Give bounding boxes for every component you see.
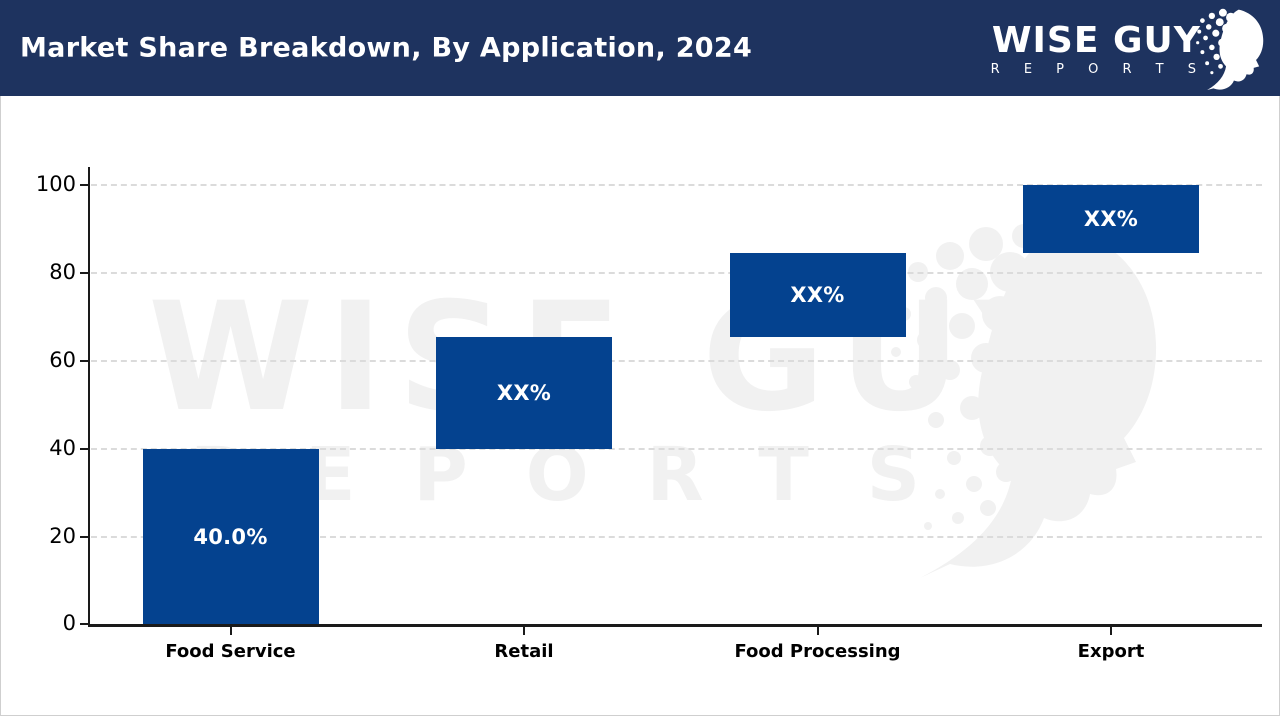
y-axis-tick-label: 60 (49, 347, 76, 372)
x-axis-tick (523, 627, 525, 635)
gridline (91, 272, 1262, 275)
y-axis-tick-label: 0 (62, 611, 76, 636)
brand-head-icon (1196, 8, 1264, 90)
gridline (91, 359, 1262, 362)
y-axis-tick (80, 272, 88, 275)
gridline (91, 535, 1262, 538)
x-axis-tick (816, 627, 819, 635)
brand-reports-label: R E P O R T S (990, 61, 1206, 77)
y-axis-tick-label: 80 (49, 260, 76, 285)
bar-segment: XX% (729, 253, 906, 337)
y-axis-tick (80, 535, 88, 538)
bar-segment: XX% (1023, 185, 1199, 254)
y-axis-tick (80, 359, 88, 362)
y-axis-tick (80, 184, 88, 187)
y-axis-tick-label: 40 (49, 435, 76, 460)
y-axis-line (88, 167, 90, 627)
x-axis-line (88, 624, 1262, 627)
x-axis-tick (229, 627, 232, 635)
header-bar: Market Share Breakdown, By Application, … (0, 0, 1280, 96)
x-axis-category-label: Export (1077, 641, 1145, 662)
y-axis-tick (80, 623, 88, 626)
x-axis-category-label: Retail (494, 641, 554, 662)
y-axis-tick-label: 20 (49, 523, 76, 548)
brand-logo-text: WISE GUY R E P O R T S (987, 19, 1206, 77)
y-axis-tick (80, 447, 88, 450)
bar-segment: XX% (436, 336, 612, 449)
bar-segment: 40.0% (142, 448, 319, 625)
bar-value-label: XX% (1083, 207, 1139, 232)
gridline (91, 184, 1262, 187)
bar-value-label: 40.0% (193, 524, 268, 549)
bar-value-label: XX% (496, 380, 552, 405)
gridline (91, 447, 1262, 450)
brand-logo: WISE GUY R E P O R T S (987, 8, 1266, 90)
brand-name-label: WISE GUY (991, 19, 1201, 61)
x-axis-tick (1110, 627, 1112, 635)
x-axis-category-label: Food Service (165, 641, 296, 662)
chart-title: Market Share Breakdown, By Application, … (20, 32, 753, 64)
bar-value-label: XX% (790, 282, 845, 307)
x-axis-category-label: Food Processing (734, 641, 901, 662)
y-axis-tick-label: 100 (35, 172, 76, 197)
